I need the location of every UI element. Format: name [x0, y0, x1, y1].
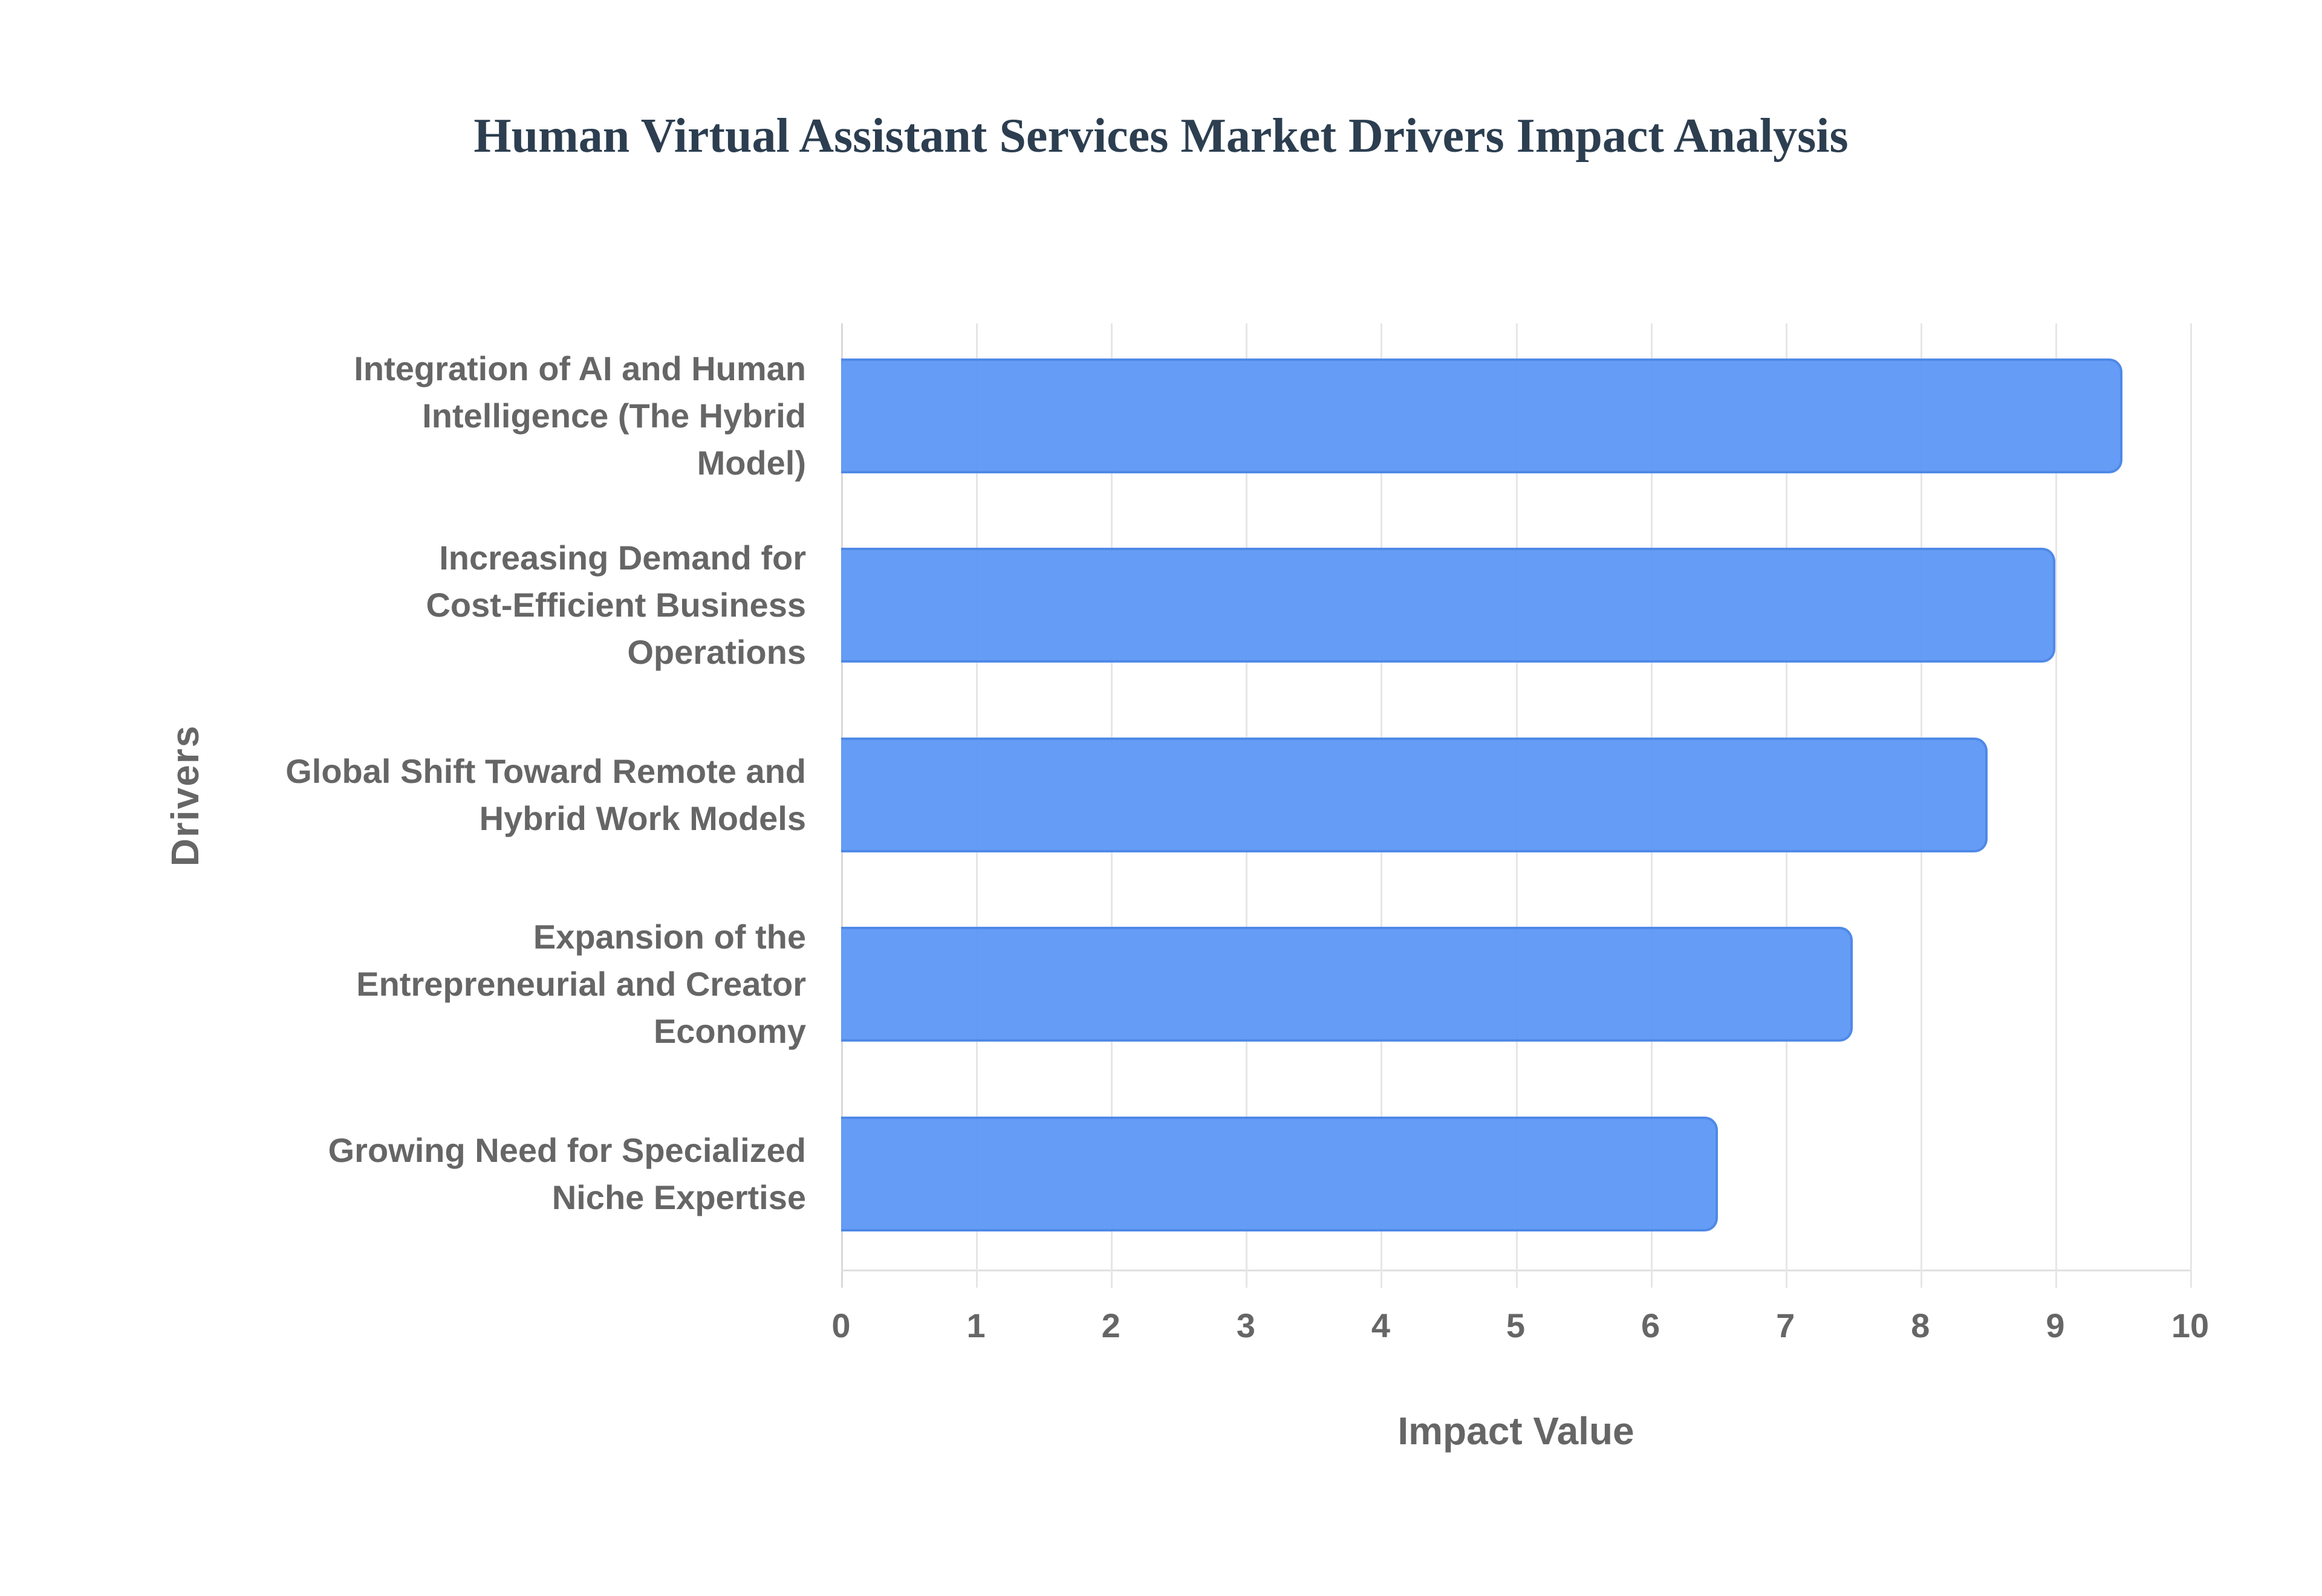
x-tick-label: 9 — [2046, 1306, 2065, 1345]
bar[interactable] — [841, 927, 1853, 1042]
plot-area — [841, 323, 2192, 1288]
y-axis-label: Increasing Demand for Cost-Efficient Busi… — [201, 530, 806, 681]
gridline — [2190, 323, 2192, 1288]
x-tick-label: 8 — [1911, 1306, 1930, 1345]
y-axis-label-line: Niche Expertise — [551, 1178, 806, 1216]
chart-title: Human Virtual Assistant Services Market … — [473, 109, 1849, 163]
x-tick-label: 1 — [966, 1306, 986, 1345]
x-tick-label: 4 — [1371, 1306, 1390, 1345]
bar[interactable] — [841, 358, 2123, 473]
bar[interactable] — [841, 738, 1988, 852]
y-axis-label: Global Shift Toward Remote and Hybrid Wor… — [201, 719, 806, 871]
y-axis-label: Growing Need for Specialized Niche Expert… — [201, 1098, 806, 1250]
y-axis-label-line: Cost-Efficient Business — [426, 586, 806, 624]
y-axis-label-line: Entrepreneurial and Creator — [356, 965, 806, 1003]
x-tick-label: 5 — [1506, 1306, 1526, 1345]
x-tick-label: 7 — [1776, 1306, 1795, 1345]
x-tick-label: 3 — [1236, 1306, 1255, 1345]
y-axis-label-line: Economy — [653, 1012, 806, 1050]
bar[interactable] — [841, 1117, 1719, 1231]
y-axis-label: Expansion of the Entrepreneurial and Crea… — [201, 909, 806, 1060]
x-tick-label: 6 — [1641, 1306, 1660, 1345]
y-axis-label-line: Intelligence (The Hybrid — [422, 397, 806, 435]
y-axis-title: Drivers — [163, 724, 207, 867]
y-axis-label: Integration of AI and Human Intelligence … — [201, 340, 806, 491]
y-axis-label-line: Hybrid Work Models — [479, 799, 806, 837]
y-axis-label-line: Increasing Demand for — [439, 539, 806, 577]
y-axis-label-line: Growing Need for Specialized — [328, 1131, 806, 1169]
x-tick-label: 10 — [2171, 1306, 2210, 1345]
y-axis-label-line: Integration of AI and Human — [354, 349, 806, 388]
x-tick-label: 2 — [1101, 1306, 1120, 1345]
y-axis-label-line: Model) — [697, 444, 806, 482]
x-tick-label: 0 — [831, 1306, 851, 1345]
x-axis-title: Impact Value — [1397, 1409, 1634, 1453]
y-axis-label-line: Expansion of the — [533, 918, 806, 956]
y-axis-label-line: Global Shift Toward Remote and — [285, 752, 806, 790]
gridline — [2055, 323, 2057, 1288]
bar[interactable] — [841, 548, 2055, 663]
y-axis-label-line: Operations — [627, 633, 806, 671]
